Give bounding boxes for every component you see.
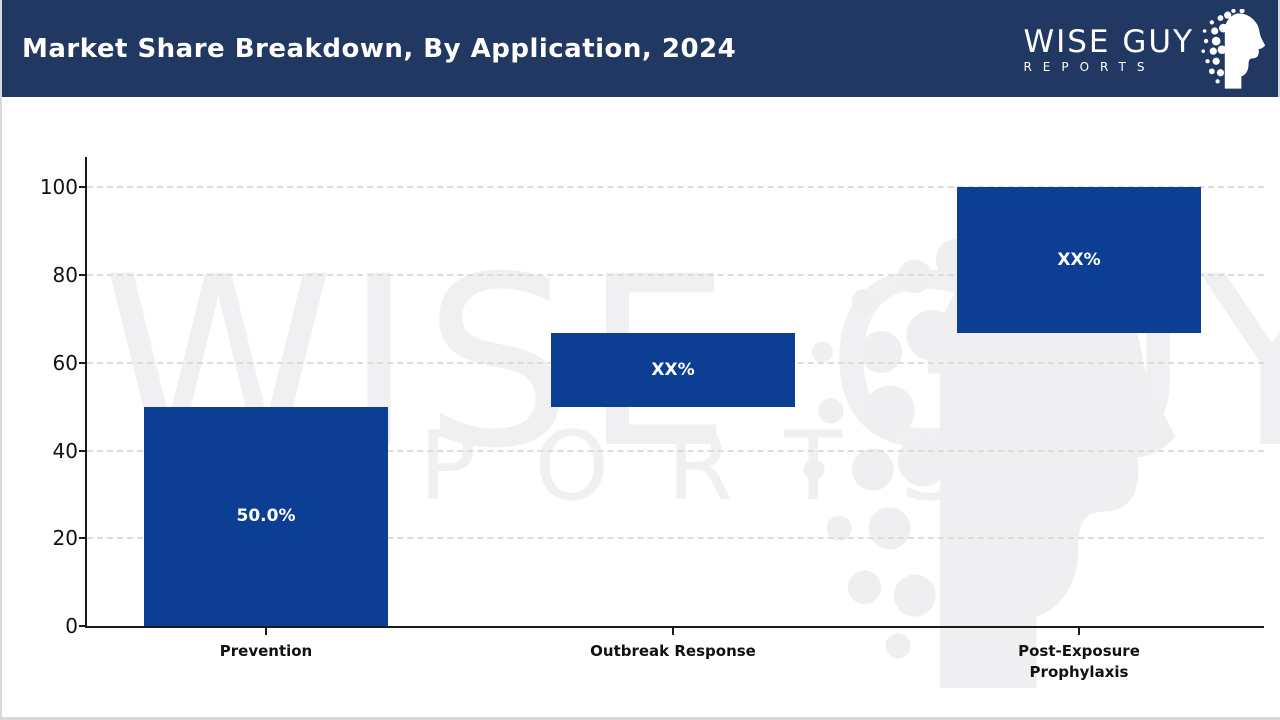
dotted-head-icon (1201, 9, 1266, 89)
bar-2: XX% (551, 333, 795, 407)
y-tick-label: 100 (39, 175, 78, 200)
y-tick-label: 0 (65, 614, 78, 638)
x-category-label: Prevention (219, 642, 313, 660)
x-tick-mark (672, 628, 674, 635)
logo-text: WISE GUY REPORTS (1023, 25, 1194, 74)
chart-area: WISE GUY REPORTS 02040608010050.0%XX%XX%… (2, 97, 1280, 717)
bar-1: 50.0% (144, 406, 388, 626)
wise-guy-reports-logo: WISE GUY REPORTS (1023, 6, 1268, 92)
page-title: Market Share Breakdown, By Application, … (22, 33, 737, 64)
y-tick-mark (79, 274, 87, 276)
y-tick-mark (79, 449, 87, 452)
y-tick-mark (79, 186, 87, 189)
x-axis-line (85, 626, 1264, 628)
y-gridline (87, 449, 1264, 452)
bar-value-label: 50.0% (236, 506, 296, 527)
chart-plot: 0 20 40 60 80 100 50.0% XX% XX% Prevention Outbrea… (2, 97, 1280, 717)
y-tick-label: 20 (52, 526, 78, 551)
bar-3: XX% (957, 187, 1201, 334)
x-tick-mark (1078, 628, 1080, 635)
x-category-label: Post-Exposure Prophylaxis (1018, 642, 1140, 681)
bar-value-label: XX% (651, 359, 695, 380)
logo-wordmark: WISE GUY (1023, 23, 1194, 60)
header-banner: Market Share Breakdown, By Application, … (2, 0, 1278, 97)
logo-subtext: REPORTS (1023, 59, 1156, 74)
y-tick-label: 60 (52, 350, 78, 375)
y-tick-mark (79, 361, 87, 364)
y-axis-line (85, 157, 87, 628)
y-gridline (87, 186, 1264, 189)
y-gridline (87, 274, 1264, 276)
y-gridline (87, 537, 1264, 540)
x-category-label: Outbreak Response (590, 642, 756, 660)
x-tick-mark (265, 628, 267, 635)
y-tick-label: 80 (52, 263, 78, 287)
bar-value-label: XX% (1057, 250, 1101, 271)
y-tick-mark (79, 625, 87, 627)
y-tick-mark (79, 537, 87, 540)
y-tick-label: 40 (52, 438, 78, 463)
